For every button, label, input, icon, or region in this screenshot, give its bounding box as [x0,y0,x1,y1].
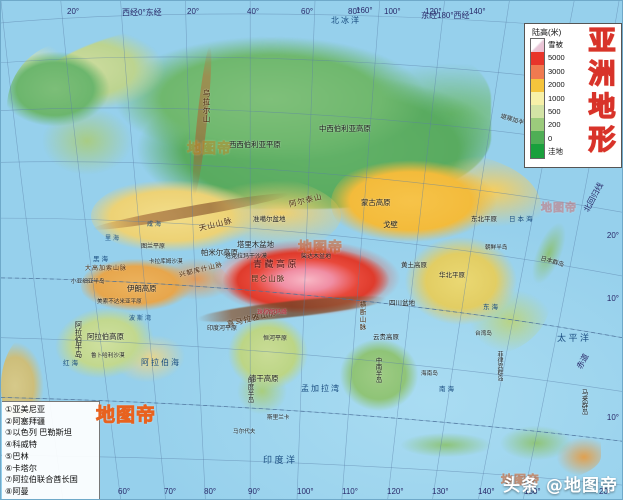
coord-bot-3: 90° [248,487,261,496]
legend-swatch-500 [531,104,544,119]
country-key-item-2: ②阿塞拜疆 [5,416,46,426]
coord-top-8: 140° [469,7,486,16]
country-key-item-7: ⑦阿拉伯联合酋长国 [5,475,78,485]
country-key-item-1: ①亚美尼亚 [5,405,46,414]
legend-swatch-snow [531,39,544,53]
map-title-char-1: 亚 [588,25,616,57]
legend-label-2000: 2000 [548,80,565,90]
country-key-item-4: ④科威特 [5,440,37,450]
legend-swatch-200 [531,118,544,132]
coord-bot-7: 130° [432,487,449,496]
coord-bot-2: 80° [204,487,217,496]
coord-bot-5: 110° [342,487,358,496]
country-key-item-8: ⑧阿曼 [5,486,29,496]
legend-label-200: 200 [548,120,561,130]
landmass-europe [7,41,157,191]
coord-bot-8: 140° [478,487,495,496]
landmass-indochina [331,331,436,426]
coord-bot-1: 70° [164,487,177,496]
coord-top-180: 东经180°西经 [421,11,470,20]
source-watermark: 头条 @地图帝 [503,476,618,496]
map-title: 亚 洲 地 形 [584,25,620,157]
country-key-legend: ①亚美尼亚 ②阿塞拜疆 ③以色列 巴勒斯坦 ④科威特 ⑤巴林 ⑥卡塔尔 ⑦阿拉伯… [2,401,100,499]
legend-color-bar [530,38,545,159]
legend-label-snow: 雪被 [548,40,563,49]
coord-top-3: 40° [247,7,260,16]
map-title-char-2: 洲 [588,58,616,90]
coord-bot-0: 60° [118,487,131,496]
legend-label-0: 0 [548,133,553,143]
legend-swatch-5000 [531,52,544,66]
legend-label-1000: 1000 [548,93,565,103]
coord-top-1: 西经0°东经 [122,8,162,17]
country-key-item-3: ③以色列 巴勒斯坦 [5,428,72,438]
legend-swatch-3000 [531,65,544,79]
legend-label-3000: 3000 [548,66,565,76]
legend-labels: 雪被 5000 3000 2000 1000 500 200 0 洼地 [548,38,565,159]
legend-title: 陆高(米) [532,28,562,37]
elevation-legend: 陆高(米) 雪被 5000 3000 2000 1000 500 200 [524,23,622,168]
legend-label-depression: 洼地 [548,147,563,157]
coord-bot-10: 20° [599,487,612,496]
legend-swatch-0 [531,131,544,145]
coord-top-2: 20° [187,7,200,16]
coord-right-20: 20° [606,231,619,240]
coord-bot-9: 150° [524,487,541,496]
legend-swatch-depression [531,144,544,158]
coord-top-0: 20° [67,7,80,16]
country-key-item-5: ⑤巴林 [5,451,29,461]
legend-label-500: 500 [548,106,561,116]
legend-swatch-2000 [531,78,544,92]
coord-top-5: 80° [348,7,361,16]
coord-right-10b: 10° [606,413,619,422]
coord-top-6: 100° [384,7,401,16]
legend-label-5000: 5000 [548,53,565,63]
coord-bot-6: 120° [387,487,404,496]
country-key-item-6: ⑥卡塔尔 [5,463,37,473]
legend-swatch-1000 [531,91,544,105]
coord-bot-4: 100° [297,487,314,496]
map-title-char-3: 地 [588,91,616,123]
coord-right-10: 10° [606,294,619,303]
map-title-char-4: 形 [588,124,616,156]
coord-top-160b: 160° [356,6,373,15]
coord-top-4: 60° [301,7,314,16]
coord-top-7: 120° [425,7,442,16]
